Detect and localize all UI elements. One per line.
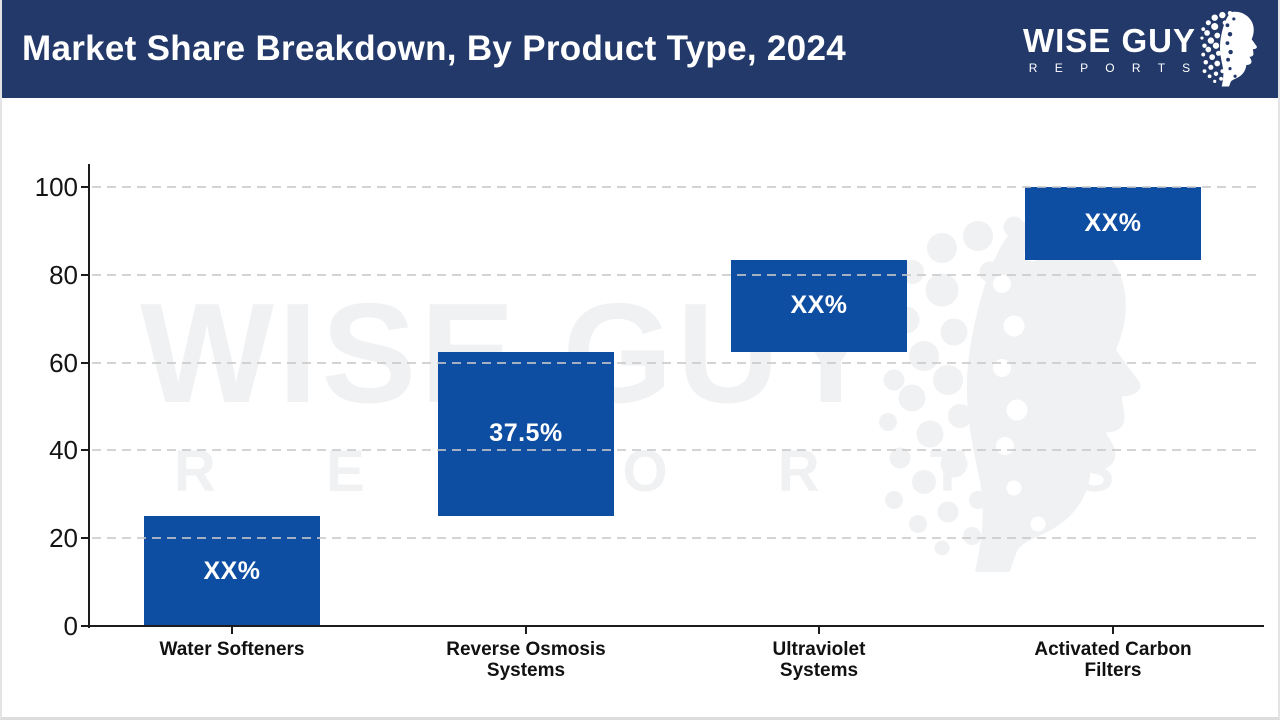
bar-reverse-osmosis-systems: 37.5%: [438, 351, 614, 517]
y-tick-label-0: 0: [63, 611, 78, 641]
wiseguy-logo-text: WISE GUY R E P O R T S: [1023, 24, 1196, 75]
bar-water-softeners: XX%: [144, 516, 320, 626]
wiseguy-logo: WISE GUY R E P O R T S: [1023, 10, 1262, 89]
x-axis-label-line: Systems: [779, 660, 859, 681]
x-tick-activated-carbon-filters: [1112, 627, 1114, 634]
x-axis-line: [88, 625, 1264, 627]
x-axis-label-line: Reverse Osmosis: [446, 639, 606, 660]
x-tick-reverse-osmosis-systems: [525, 627, 527, 634]
x-axis-label-activated-carbon-filters: Activated Carbon Filters: [973, 639, 1253, 681]
wiseguy-logo-sub-text: R E P O R T S: [1028, 60, 1198, 75]
y-tick-80: [81, 273, 89, 276]
x-axis-label-line: Ultraviolet: [772, 639, 866, 660]
bar-value-label-water-softeners: XX%: [203, 556, 261, 585]
x-tick-ultraviolet-systems: [818, 627, 820, 634]
header-bar: Market Share Breakdown, By Product Type,…: [2, 0, 1278, 98]
y-tick-100: [81, 186, 89, 188]
gridline-20: [92, 537, 1260, 540]
x-axis-label-line: Water Softeners: [159, 639, 305, 660]
y-tick-label-20: 20: [49, 523, 78, 554]
y-tick-40: [81, 449, 89, 452]
x-axis-label-ultraviolet-systems: Ultraviolet Systems: [679, 639, 959, 681]
x-axis-label-reverse-osmosis-systems: Reverse Osmosis Systems: [386, 639, 666, 681]
bar-value-label-ultraviolet-systems: XX%: [790, 291, 848, 320]
chart-title: Market Share Breakdown, By Product Type,…: [22, 29, 846, 68]
x-axis-label-water-softeners: Water Softeners: [92, 639, 372, 660]
y-tick-label-100: 100: [34, 172, 78, 202]
y-tick-0: [81, 625, 89, 627]
x-axis-label-line: Systems: [486, 660, 566, 681]
bar-activated-carbon-filters: XX%: [1025, 187, 1201, 261]
wiseguy-logo-main-text: WISE GUY: [1022, 21, 1196, 59]
x-axis-label-line: Activated Carbon: [1034, 639, 1192, 660]
y-axis-line: [88, 164, 90, 628]
x-tick-water-softeners: [231, 627, 233, 634]
gridline-60: [92, 361, 1260, 364]
gridline-40: [92, 449, 1260, 452]
gridline-100: [92, 186, 1260, 188]
x-axis-label-line: Filters: [1084, 660, 1142, 681]
y-tick-label-60: 60: [49, 347, 78, 378]
y-tick-60: [81, 361, 89, 364]
gridline-80: [92, 273, 1260, 276]
bar-value-label-activated-carbon-filters: XX%: [1084, 209, 1142, 238]
wiseguy-face-logo-icon: [1200, 10, 1257, 86]
y-tick-label-40: 40: [49, 435, 78, 466]
bar-value-label-reverse-osmosis-systems: 37.5%: [489, 419, 563, 448]
y-tick-20: [81, 537, 89, 540]
y-tick-label-80: 80: [49, 259, 78, 290]
